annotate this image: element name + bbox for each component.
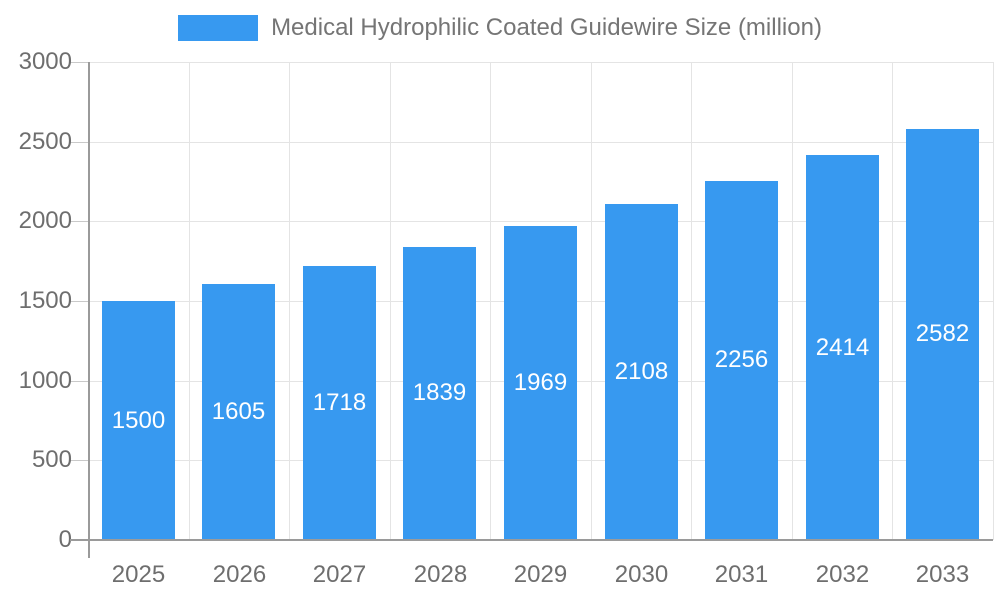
y-axis-tick [70, 381, 88, 382]
x-gridline [691, 62, 692, 540]
y-axis-tick-label: 2000 [18, 207, 72, 234]
x-gridline [591, 62, 592, 540]
x-axis-tick-label: 2027 [312, 561, 367, 588]
x-axis-tick-label: 2025 [111, 561, 166, 588]
y-axis-tick [70, 221, 88, 222]
bar[interactable] [403, 247, 476, 539]
y-axis-tick-label: 500 [31, 446, 72, 473]
legend-label: Medical Hydrophilic Coated Guidewire Siz… [271, 14, 822, 41]
bar-value-label: 1839 [412, 379, 467, 406]
bar-value-label: 1605 [211, 398, 266, 425]
bar[interactable] [605, 204, 678, 539]
bar-value-label: 2108 [614, 358, 669, 385]
bar-value-label: 1969 [513, 369, 568, 396]
x-gridline [993, 62, 994, 540]
bar-value-label: 1718 [312, 389, 367, 416]
bar[interactable] [202, 284, 275, 539]
y-axis-tick-label: 2500 [18, 128, 72, 155]
legend-swatch [178, 15, 259, 41]
x-axis-tick-label: 2029 [513, 561, 568, 588]
y-axis-tick [70, 460, 88, 461]
y-gridline [88, 62, 993, 63]
x-gridline [892, 62, 893, 540]
chart-legend: Medical Hydrophilic Coated Guidewire Siz… [0, 14, 1000, 42]
y-axis-line [88, 62, 90, 558]
bar-value-label: 2414 [815, 334, 870, 361]
x-gridline [390, 62, 391, 540]
x-axis-tick-label: 2031 [714, 561, 769, 588]
y-axis-tick [70, 142, 88, 143]
y-gridline [88, 221, 993, 222]
bar[interactable] [504, 226, 577, 539]
x-axis-tick-label: 2032 [815, 561, 870, 588]
bar-value-label: 2256 [714, 346, 769, 373]
bar[interactable] [705, 181, 778, 539]
x-axis-line [70, 539, 993, 541]
y-axis-tick [70, 62, 88, 63]
bar-value-label: 2582 [915, 320, 970, 347]
x-axis-tick-label: 2033 [915, 561, 970, 588]
x-axis-tick-label: 2030 [614, 561, 669, 588]
y-axis-tick-label: 0 [58, 526, 72, 553]
x-axis-tick-label: 2026 [212, 561, 267, 588]
y-axis-tick-label: 1500 [18, 287, 72, 314]
bar[interactable] [102, 301, 175, 539]
x-gridline [792, 62, 793, 540]
bar[interactable] [906, 129, 979, 539]
y-axis-tick-label: 1000 [18, 367, 72, 394]
x-gridline [490, 62, 491, 540]
x-gridline [289, 62, 290, 540]
y-gridline [88, 142, 993, 143]
x-axis-tick-label: 2028 [413, 561, 468, 588]
bar[interactable] [303, 266, 376, 539]
x-gridline [189, 62, 190, 540]
bar[interactable] [806, 155, 879, 539]
y-axis-tick-label: 3000 [18, 48, 72, 75]
y-axis-tick [70, 301, 88, 302]
bar-value-label: 1500 [111, 407, 166, 434]
